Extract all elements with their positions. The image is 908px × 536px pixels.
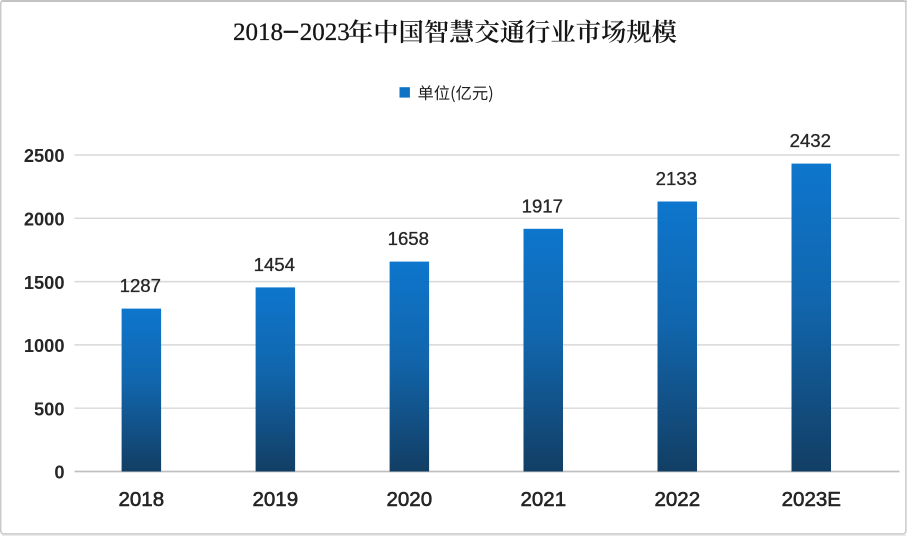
- svg-text:2432: 2432: [790, 130, 831, 151]
- svg-text:2018: 2018: [233, 19, 283, 46]
- svg-text:1500: 1500: [24, 272, 65, 293]
- svg-text:2020: 2020: [386, 488, 432, 511]
- svg-text:2500: 2500: [24, 145, 65, 166]
- svg-text:1658: 1658: [388, 228, 429, 249]
- svg-text:1917: 1917: [522, 195, 563, 216]
- svg-text:2021: 2021: [520, 488, 566, 511]
- svg-text:1287: 1287: [120, 275, 161, 296]
- svg-text:2023: 2023: [300, 19, 350, 46]
- svg-text:2018: 2018: [118, 488, 164, 511]
- svg-text:0: 0: [54, 462, 64, 483]
- svg-text:2022: 2022: [654, 488, 700, 511]
- svg-text:2133: 2133: [656, 168, 697, 189]
- svg-text:2023E: 2023E: [782, 488, 841, 511]
- svg-text:500: 500: [34, 398, 65, 419]
- svg-text:1000: 1000: [24, 335, 65, 356]
- svg-text:2019: 2019: [252, 488, 298, 511]
- svg-text:1454: 1454: [254, 254, 295, 275]
- svg-text:2000: 2000: [24, 209, 65, 230]
